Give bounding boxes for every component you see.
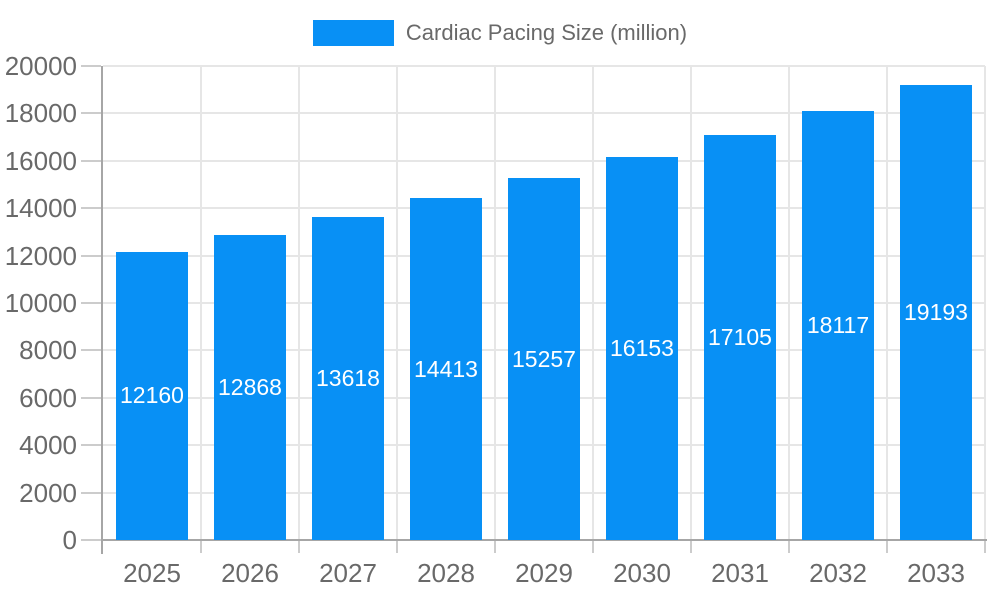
x-tick-mark	[298, 540, 300, 553]
bar-2027: 13618	[312, 217, 384, 540]
y-axis-tick-label: 6000	[19, 382, 77, 413]
bar-value-label: 14413	[414, 355, 478, 382]
bar-2029: 15257	[508, 178, 580, 540]
gridline-v	[886, 66, 888, 540]
legend-swatch	[312, 20, 394, 46]
x-tick-mark	[690, 540, 692, 553]
bar-2025: 12160	[116, 251, 188, 540]
gridline-v	[592, 66, 594, 540]
x-tick-mark	[396, 540, 398, 553]
gridline-h	[103, 159, 985, 162]
bar-value-label: 13618	[316, 365, 380, 392]
bar-value-label: 15257	[512, 345, 576, 372]
gridline-h	[103, 65, 985, 67]
gridline-v	[690, 66, 692, 540]
bar-value-label: 12160	[120, 382, 184, 409]
gridline-v	[984, 66, 986, 540]
x-tick-mark	[592, 540, 594, 553]
x-tick-mark	[200, 540, 202, 553]
x-axis-label: 2030	[613, 558, 671, 588]
bar-2026: 12868	[214, 235, 286, 540]
x-axis-label: 2025	[123, 558, 181, 588]
y-tick-mark	[81, 349, 101, 352]
bar-2033: 19193	[900, 85, 972, 540]
y-axis-line	[101, 66, 103, 554]
x-axis-label: 2031	[711, 558, 769, 588]
y-axis-tick-label: 12000	[4, 240, 77, 271]
gridline-v	[788, 66, 790, 540]
y-axis-tick-label: 14000	[4, 193, 77, 224]
y-tick-mark	[81, 112, 101, 115]
gridline-v	[200, 66, 202, 540]
legend-item[interactable]: Cardiac Pacing Size (million)	[0, 19, 1000, 47]
y-tick-mark	[81, 396, 101, 399]
x-axis-line	[101, 539, 987, 541]
y-axis-tick-label: 16000	[4, 145, 77, 176]
y-axis-tick-label: 18000	[4, 98, 77, 129]
gridline-v	[494, 66, 496, 540]
bar-value-label: 19193	[904, 299, 968, 326]
y-axis-tick-label: 2000	[19, 477, 77, 508]
y-axis-tick-label: 8000	[19, 335, 77, 366]
y-axis-tick-label: 10000	[4, 288, 77, 318]
y-axis-tick-label: 4000	[19, 430, 77, 461]
y-tick-mark	[81, 491, 101, 494]
gridline-v	[396, 66, 398, 540]
bar-value-label: 16153	[610, 335, 674, 362]
y-tick-mark	[81, 539, 101, 541]
x-tick-mark	[984, 540, 986, 553]
gridline-h	[103, 112, 985, 115]
bar-2028: 14413	[410, 198, 482, 540]
x-axis-label: 2026	[221, 558, 279, 588]
x-axis-label: 2032	[809, 558, 867, 588]
y-tick-mark	[81, 65, 101, 67]
x-axis-label: 2029	[515, 558, 573, 588]
bar-2032: 18117	[802, 110, 874, 540]
x-axis-label: 2027	[319, 558, 377, 588]
legend-label: Cardiac Pacing Size (million)	[405, 20, 688, 45]
x-axis-label: 2028	[417, 558, 475, 588]
bar-value-label: 17105	[708, 323, 772, 350]
gridline-v	[298, 66, 300, 540]
y-tick-mark	[81, 254, 101, 257]
y-tick-mark	[81, 159, 101, 162]
y-axis-tick-label: 0	[62, 525, 77, 555]
bar-value-label: 18117	[806, 311, 870, 338]
bar-2031: 17105	[704, 134, 776, 540]
x-tick-mark	[886, 540, 888, 553]
x-axis-label: 2033	[907, 558, 965, 588]
x-tick-mark	[788, 540, 790, 553]
x-tick-mark	[494, 540, 496, 553]
bar-value-label: 12868	[218, 374, 282, 400]
y-tick-mark	[81, 444, 101, 447]
y-tick-mark	[81, 302, 101, 304]
bar-2030: 16153	[606, 157, 678, 540]
y-axis-tick-label: 20000	[4, 51, 77, 81]
y-tick-mark	[81, 207, 101, 210]
